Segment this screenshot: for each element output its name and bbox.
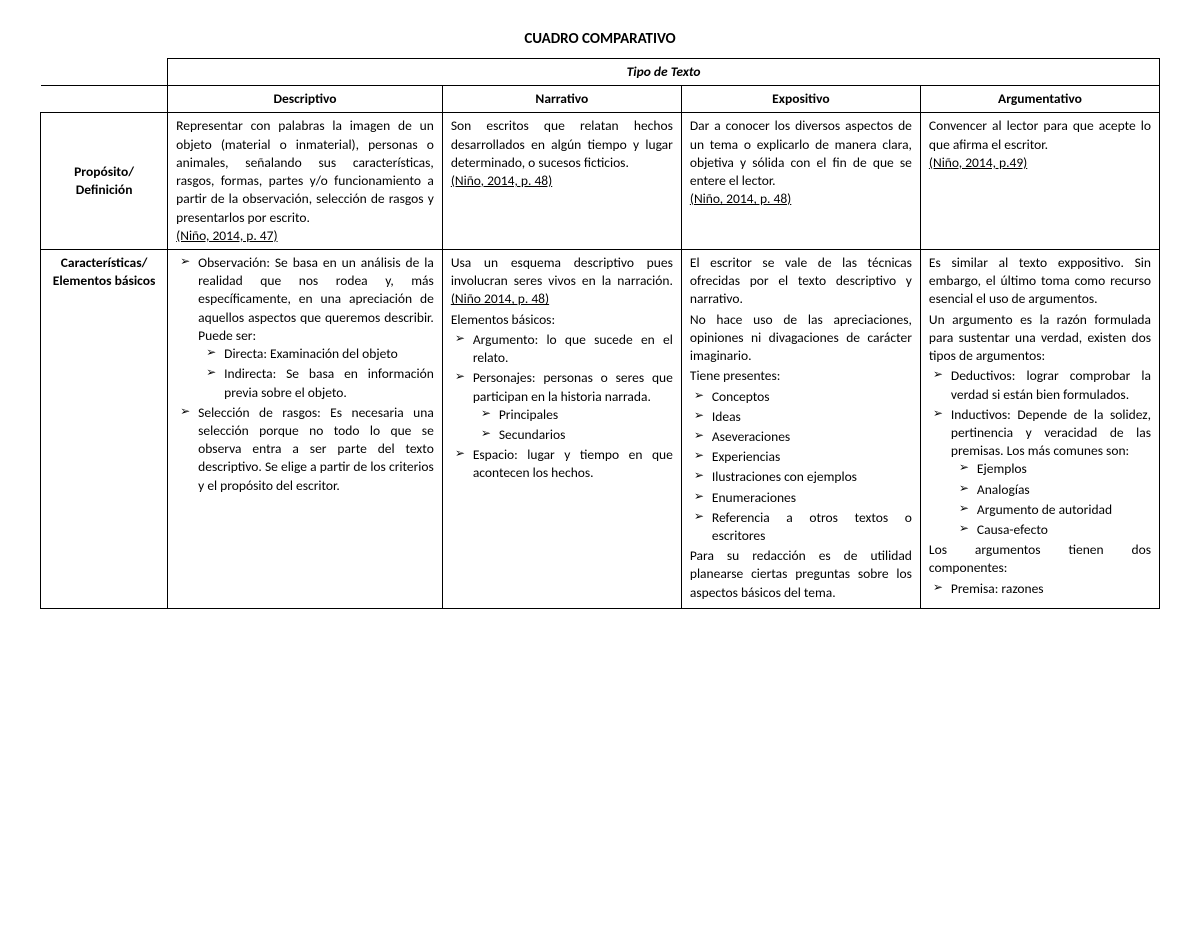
paragraph: Elementos básicos: — [451, 311, 673, 329]
paragraph: Un argumento es la razón formulada para … — [929, 311, 1151, 366]
cell-prop-desc: Representar con palabras la imagen de un… — [168, 113, 443, 250]
col-descriptivo: Descriptivo — [168, 86, 443, 113]
text: Dar a conocer los diversos aspectos de u… — [690, 117, 912, 189]
comparative-table: Tipo de Texto Descriptivo Narrativo Expo… — [40, 58, 1160, 609]
cell-car-desc: Observación: Se basa en un análisis de l… — [168, 249, 443, 608]
text: Personajes: personas o seres que partici… — [473, 369, 673, 404]
list-item: Argumento de autoridad — [977, 501, 1151, 519]
list-item: Ejemplos — [977, 460, 1151, 478]
cell-car-narr: Usa un esquema descriptivo pues involucr… — [442, 249, 681, 608]
text: Convencer al lector para que acepte lo q… — [929, 117, 1151, 152]
text: Usa un esquema descriptivo pues involucr… — [451, 254, 673, 289]
list-item: Analogías — [977, 481, 1151, 499]
list-item: Argumento: lo que sucede en el relato. — [473, 331, 673, 367]
paragraph: Para su redacción es de utilidad planear… — [690, 547, 912, 602]
citation: (Niño, 2014, p.49) — [929, 154, 1027, 171]
list-item: Observación: Se basa en un análisis de l… — [198, 254, 434, 402]
list-item: Principales — [499, 406, 673, 424]
text: Representar con palabras la imagen de un… — [176, 117, 434, 225]
cell-car-expo: El escritor se vale de las técnicas ofre… — [681, 249, 920, 608]
empty-corner-2 — [41, 86, 168, 113]
list-item: Causa-efecto — [977, 521, 1151, 539]
row-proposito: Propósito/ Definición Representar con pa… — [41, 113, 1160, 250]
citation: (Niño, 2014, p. 48) — [690, 190, 791, 207]
super-header: Tipo de Texto — [168, 59, 1160, 86]
list-item: Experiencias — [712, 448, 912, 466]
text: Observación: Se basa en un análisis de l… — [198, 254, 434, 344]
col-expositivo: Expositivo — [681, 86, 920, 113]
list-item: Conceptos — [712, 388, 912, 406]
list-item: Directa: Examinación del objeto — [224, 345, 434, 363]
paragraph: No hace uso de las apreciaciones, opinio… — [690, 311, 912, 366]
list-item: Ilustraciones con ejemplos — [712, 468, 912, 486]
paragraph: Es similar al texto exppositivo. Sin emb… — [929, 254, 1151, 309]
text: Inductivos: Depende de la solidez, perti… — [951, 406, 1151, 459]
list-item: Indirecta: Se basa en información previa… — [224, 365, 434, 401]
list-item: Secundarios — [499, 426, 673, 444]
paragraph: El escritor se vale de las técnicas ofre… — [690, 254, 912, 309]
page-title: CUADRO COMPARATIVO — [40, 30, 1160, 48]
rowhdr-caracteristicas: Características/ Elementos básicos — [41, 249, 168, 608]
paragraph: Usa un esquema descriptivo pues involucr… — [451, 254, 673, 309]
list-item: Selección de rasgos: Es necesaria una se… — [198, 404, 434, 495]
empty-corner — [41, 59, 168, 86]
row-caracteristicas: Características/ Elementos básicos Obser… — [41, 249, 1160, 608]
list-item: Enumeraciones — [712, 489, 912, 507]
list-item: Ideas — [712, 408, 912, 426]
text: Son escritos que relatan hechos desarrol… — [451, 117, 673, 170]
col-argumentativo: Argumentativo — [920, 86, 1159, 113]
cell-car-arg: Es similar al texto exppositivo. Sin emb… — [920, 249, 1159, 608]
list-item: Premisa: razones — [951, 580, 1151, 598]
list-item: Espacio: lugar y tiempo en que acontecen… — [473, 446, 673, 482]
citation: (Niño 2014, p. 48) — [451, 290, 549, 307]
paragraph: Los argumentos tienen dos componentes: — [929, 541, 1151, 577]
cell-prop-arg: Convencer al lector para que acepte lo q… — [920, 113, 1159, 250]
col-narrativo: Narrativo — [442, 86, 681, 113]
paragraph: Tiene presentes: — [690, 367, 912, 385]
list-item: Personajes: personas o seres que partici… — [473, 369, 673, 444]
citation: (Niño, 2014, p. 47) — [176, 227, 277, 244]
list-item: Deductivos: lograr comprobar la verdad s… — [951, 367, 1151, 403]
rowhdr-proposito: Propósito/ Definición — [41, 113, 168, 250]
list-item: Aseveraciones — [712, 428, 912, 446]
list-item: Inductivos: Depende de la solidez, perti… — [951, 406, 1151, 540]
list-item: Referencia a otros textos o escritores — [712, 509, 912, 545]
cell-prop-expo: Dar a conocer los diversos aspectos de u… — [681, 113, 920, 250]
cell-prop-narr: Son escritos que relatan hechos desarrol… — [442, 113, 681, 250]
citation: (Niño, 2014, p. 48) — [451, 172, 552, 189]
